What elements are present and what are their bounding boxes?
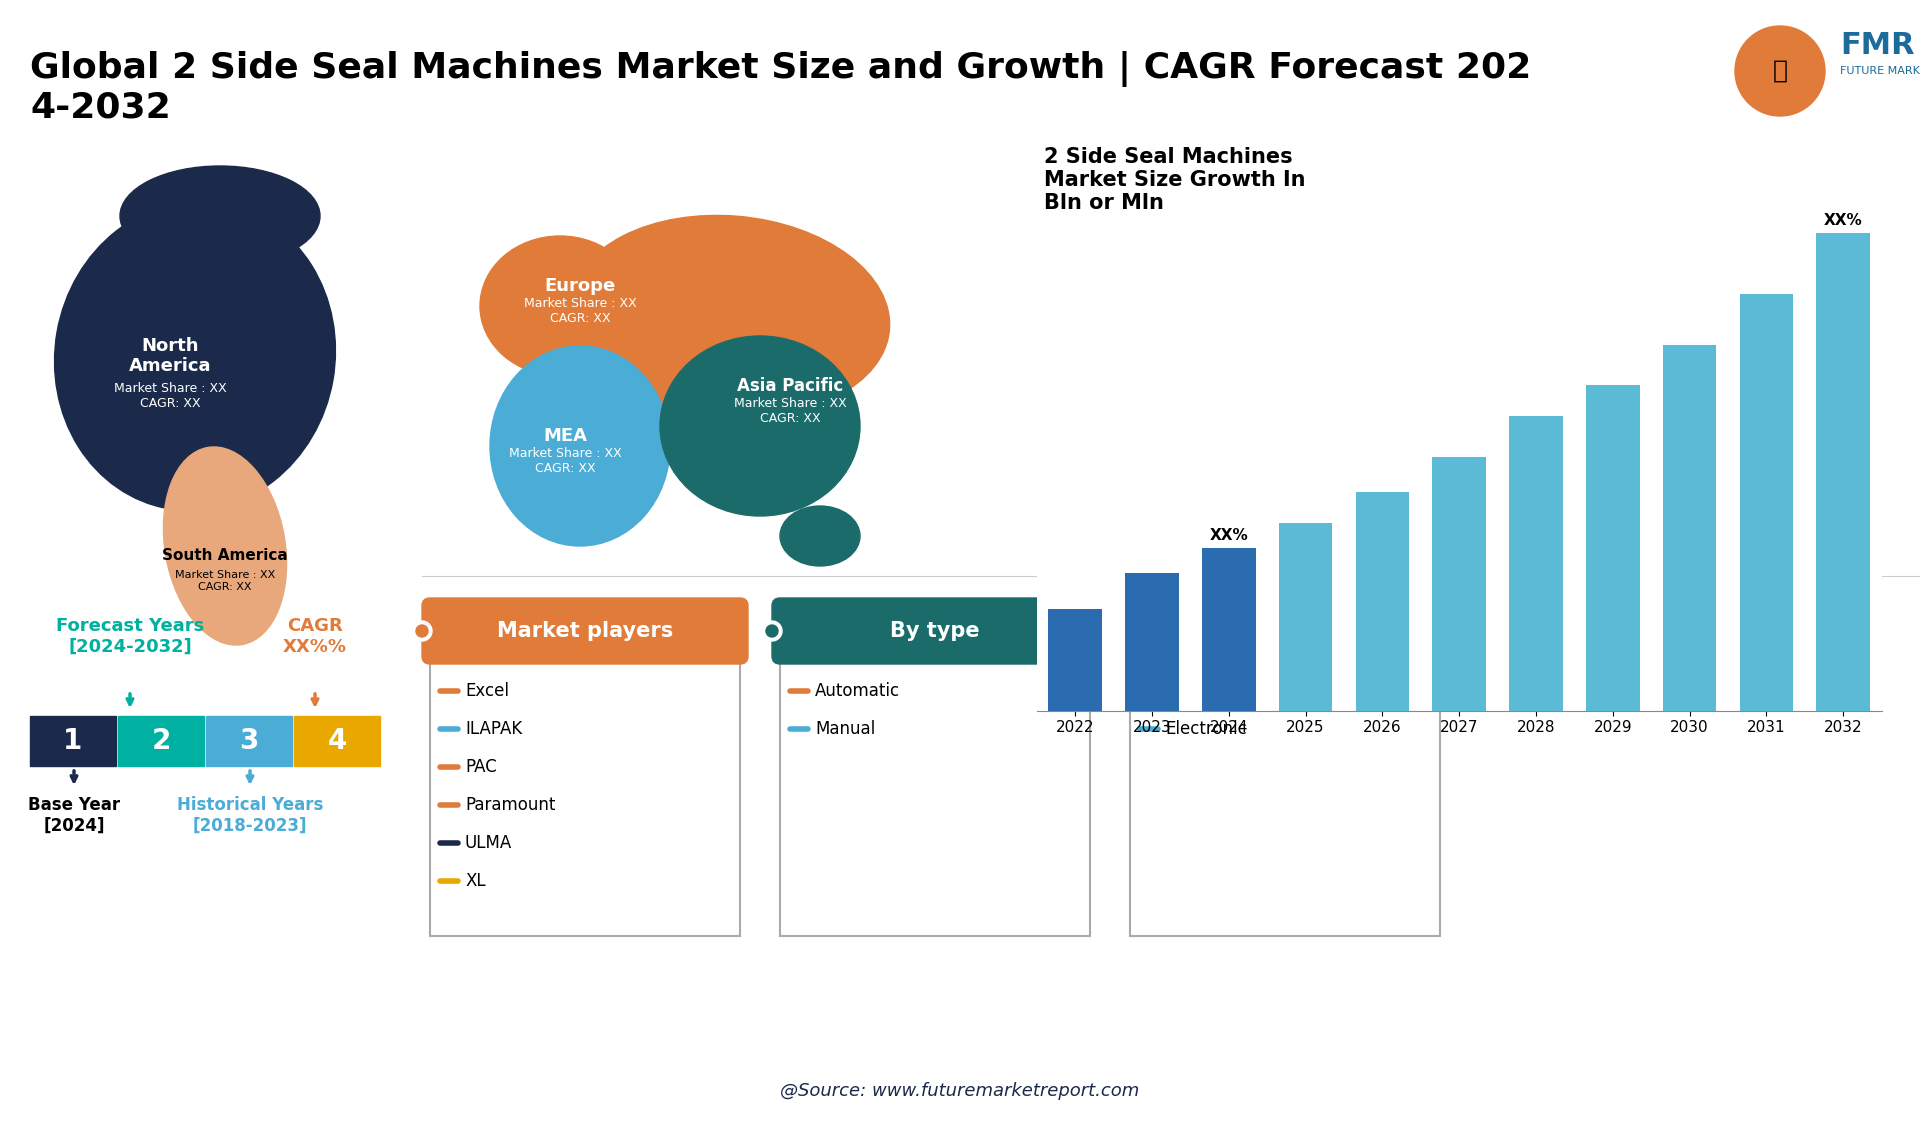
Text: 4: 4: [326, 727, 348, 755]
Text: Manual: Manual: [814, 720, 876, 738]
Ellipse shape: [660, 336, 860, 516]
Circle shape: [1736, 26, 1826, 116]
FancyBboxPatch shape: [205, 716, 292, 766]
Ellipse shape: [480, 236, 639, 376]
Text: PAC: PAC: [465, 758, 497, 776]
Text: Market Share : XX
CAGR: XX: Market Share : XX CAGR: XX: [113, 382, 227, 410]
Circle shape: [417, 625, 428, 637]
Circle shape: [413, 621, 432, 641]
Text: MEA: MEA: [543, 427, 588, 445]
Bar: [1356, 492, 1409, 711]
FancyBboxPatch shape: [117, 716, 204, 766]
Text: By application: By application: [1202, 621, 1369, 641]
Ellipse shape: [163, 447, 286, 645]
Ellipse shape: [54, 202, 336, 511]
Bar: [1202, 548, 1256, 711]
Bar: [1663, 345, 1716, 711]
FancyBboxPatch shape: [1131, 661, 1440, 936]
Text: CAGR
XX%%: CAGR XX%%: [282, 618, 348, 656]
FancyBboxPatch shape: [430, 661, 739, 936]
Text: Consumer: Consumer: [1165, 682, 1250, 700]
Bar: [1509, 416, 1563, 711]
Bar: [1279, 523, 1332, 711]
Text: FUTURE MARKET REPORT: FUTURE MARKET REPORT: [1839, 66, 1920, 76]
Text: 1: 1: [63, 727, 83, 755]
Text: 🔭: 🔭: [1772, 58, 1788, 83]
Text: Base Year
[2024]: Base Year [2024]: [29, 796, 121, 834]
Text: By type: By type: [891, 621, 979, 641]
Text: Global 2 Side Seal Machines Market Size and Growth | CAGR Forecast 202: Global 2 Side Seal Machines Market Size …: [31, 52, 1532, 87]
Text: Historical Years
[2018-2023]: Historical Years [2018-2023]: [177, 796, 323, 834]
Text: Excel: Excel: [465, 682, 509, 700]
Text: ILAPAK: ILAPAK: [465, 720, 522, 738]
Text: Electronic: Electronic: [1165, 720, 1246, 738]
FancyBboxPatch shape: [31, 716, 115, 766]
Text: Market players: Market players: [497, 621, 674, 641]
Text: South America: South America: [161, 549, 288, 564]
Text: Europe: Europe: [545, 277, 616, 295]
Text: Automatic: Automatic: [814, 682, 900, 700]
Bar: [1432, 456, 1486, 711]
Bar: [1740, 295, 1793, 711]
FancyBboxPatch shape: [772, 598, 1098, 664]
Ellipse shape: [119, 166, 321, 266]
Text: FMR: FMR: [1839, 31, 1914, 61]
Ellipse shape: [780, 507, 860, 566]
FancyBboxPatch shape: [1121, 598, 1448, 664]
Bar: [1816, 233, 1870, 711]
Text: Market Share : XX
CAGR: XX: Market Share : XX CAGR: XX: [509, 447, 622, 474]
Circle shape: [766, 625, 778, 637]
Text: ULMA: ULMA: [465, 834, 513, 851]
FancyBboxPatch shape: [780, 661, 1091, 936]
FancyBboxPatch shape: [294, 716, 380, 766]
Bar: [1586, 385, 1640, 711]
Text: @Source: www.futuremarketreport.com: @Source: www.futuremarketreport.com: [780, 1082, 1140, 1100]
Text: XX%: XX%: [1824, 213, 1862, 228]
Text: Asia Pacific: Asia Pacific: [737, 377, 843, 395]
Circle shape: [1112, 621, 1133, 641]
Ellipse shape: [570, 215, 889, 417]
Text: Paramount: Paramount: [465, 796, 555, 814]
Circle shape: [762, 621, 781, 641]
Ellipse shape: [490, 346, 670, 545]
Text: 2: 2: [152, 727, 171, 755]
Text: 2 Side Seal Machines
Market Size Growth In
Bln or Mln: 2 Side Seal Machines Market Size Growth …: [1044, 147, 1306, 213]
Text: Market Share : XX
CAGR: XX: Market Share : XX CAGR: XX: [175, 571, 275, 591]
Text: North
America: North America: [129, 337, 211, 376]
Text: XX%: XX%: [1210, 528, 1248, 543]
Text: Forecast Years
[2024-2032]: Forecast Years [2024-2032]: [56, 618, 204, 656]
Text: Market Share : XX
CAGR: XX: Market Share : XX CAGR: XX: [524, 297, 636, 325]
Text: 3: 3: [240, 727, 259, 755]
Text: XL: XL: [465, 872, 486, 890]
Text: Market Share : XX
CAGR: XX: Market Share : XX CAGR: XX: [733, 397, 847, 425]
FancyBboxPatch shape: [422, 598, 749, 664]
Circle shape: [1116, 625, 1129, 637]
Text: 4-2032: 4-2032: [31, 91, 171, 125]
Bar: [1125, 573, 1179, 711]
Bar: [1048, 609, 1102, 711]
